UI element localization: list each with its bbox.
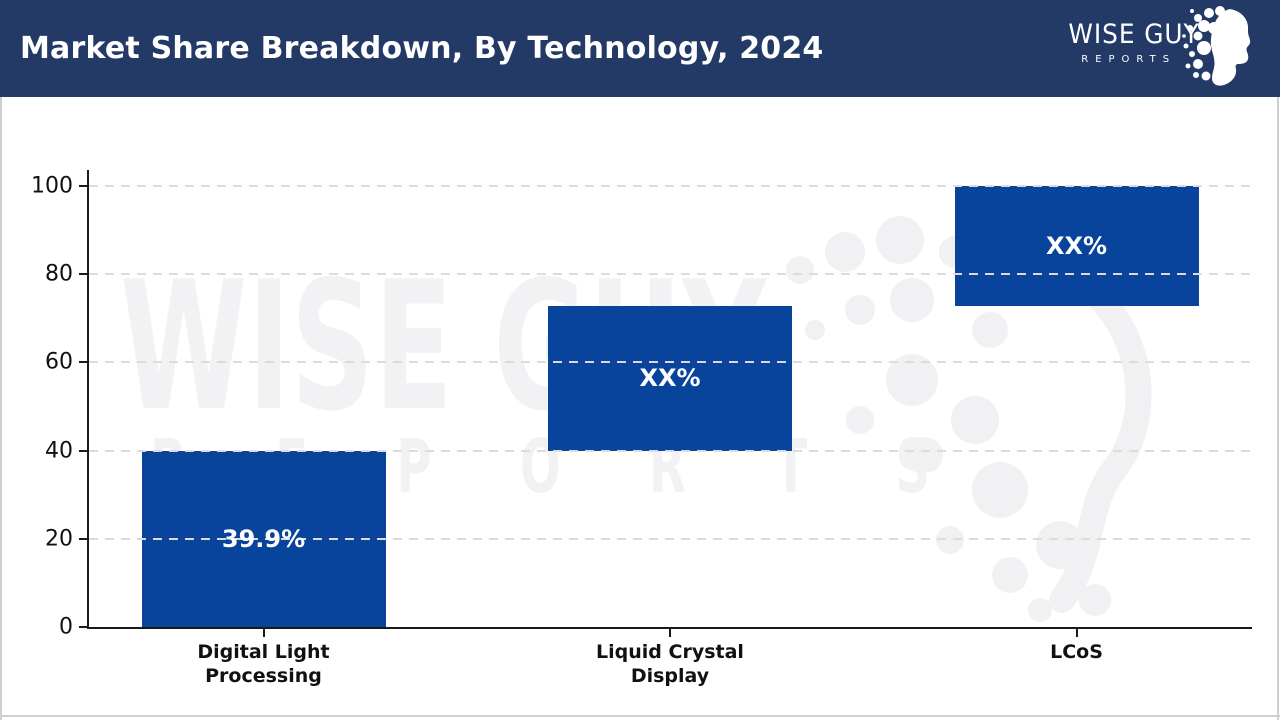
bar-value-label: 39.9% xyxy=(221,524,306,553)
y-tick-mark xyxy=(79,273,89,276)
y-tick-label: 40 xyxy=(45,438,73,464)
x-tick-mark xyxy=(669,628,671,637)
logo-face-icon xyxy=(1182,6,1251,86)
y-tick-mark xyxy=(79,449,89,452)
y-tick-mark xyxy=(79,537,89,540)
frame-border-right xyxy=(1277,0,1279,720)
y-tick-mark xyxy=(79,184,89,187)
header-bar: Market Share Breakdown, By Technology, 2… xyxy=(0,0,1280,97)
bar-value-label: XX% xyxy=(1045,231,1108,260)
gridline-y-80 xyxy=(89,273,1252,276)
logo-text: WISE GUY REPORTS xyxy=(1057,20,1200,67)
logo-wiseguy-label: WISE GUY xyxy=(1068,19,1200,50)
gridline-y-100 xyxy=(89,184,1252,187)
x-tick-mark xyxy=(262,628,265,637)
y-tick-label: 100 xyxy=(31,173,73,199)
y-tick-label: 20 xyxy=(45,526,73,552)
wise-guy-reports-logo: WISE GUY REPORTS xyxy=(996,0,1266,97)
y-tick-label: 60 xyxy=(45,349,73,375)
bar-value-label: XX% xyxy=(639,364,701,393)
frame-border-left xyxy=(0,0,2,720)
y-tick-label: 80 xyxy=(45,261,73,287)
gridline-y-20 xyxy=(89,537,1252,540)
bar-liquid-crystal-display xyxy=(548,305,792,451)
x-tick-mark xyxy=(1075,628,1078,637)
frame-border-bottom xyxy=(0,715,1280,717)
y-axis-spine xyxy=(87,170,89,629)
page-title: Market Share Breakdown, By Technology, 2… xyxy=(20,31,824,66)
y-tick-label: 0 xyxy=(59,614,73,640)
x-axis-spine xyxy=(87,627,1252,629)
y-tick-mark xyxy=(79,361,89,364)
gridline-y-40 xyxy=(89,449,1252,452)
x-category-label-1: Digital Light Processing xyxy=(197,641,330,687)
y-tick-mark xyxy=(79,626,89,628)
gridline-y-60 xyxy=(89,361,1252,364)
logo-reports-label: REPORTS xyxy=(1081,54,1177,65)
x-category-label-2: Liquid Crystal Display xyxy=(596,641,744,687)
x-category-label-3: LCoS xyxy=(1050,641,1103,663)
